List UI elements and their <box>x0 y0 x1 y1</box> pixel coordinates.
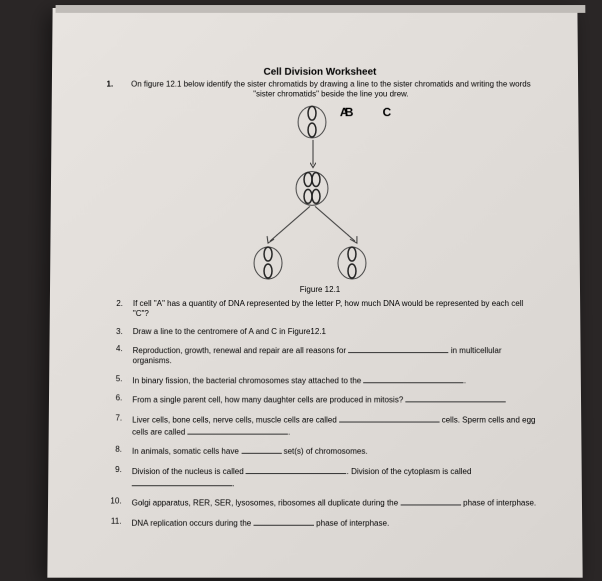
question-number: 8. <box>104 445 122 458</box>
q1-number: 1. <box>106 80 120 100</box>
question-number: 3. <box>105 327 123 337</box>
blank-line <box>400 497 460 506</box>
blank-line <box>405 393 505 402</box>
question-1: 1. On figure 12.1 below identify the sis… <box>106 80 533 100</box>
question-number: 10. <box>103 497 121 510</box>
cell-a-chromosome <box>297 105 327 139</box>
question-text: Division of the nucleus is called . Divi… <box>132 465 537 490</box>
question-text: In animals, somatic cells have set(s) of… <box>132 445 536 458</box>
question-number: 7. <box>104 413 122 438</box>
question-10: 10. Golgi apparatus, RER, SER, lysosomes,… <box>103 497 536 510</box>
question-2: 2. If cell "A" has a quantity of DNA repr… <box>105 299 535 320</box>
question-text: Draw a line to the centromere of A and C… <box>133 327 536 337</box>
blank-line <box>246 465 347 474</box>
cell-b-chromosome <box>295 170 329 206</box>
arrow-a-to-b <box>310 140 316 170</box>
question-7: 7. Liver cells, bone cells, nerve cells, … <box>104 413 536 438</box>
blank-line <box>348 344 448 353</box>
question-number: 5. <box>104 374 122 386</box>
worksheet-title: Cell Division Worksheet <box>107 67 534 78</box>
q1-text: On figure 12.1 below identify the sister… <box>128 80 533 100</box>
question-text: DNA replication occurs during the phase … <box>131 516 536 529</box>
blank-line <box>253 516 313 525</box>
question-3: 3. Draw a line to the centromere of A and… <box>105 327 536 337</box>
worksheet-page: Cell Division Worksheet 1. On figure 12.… <box>47 8 582 578</box>
question-text: In binary fission, the bacterial chromos… <box>132 374 535 386</box>
blank-line <box>132 477 233 486</box>
questions-list: 2. If cell "A" has a quantity of DNA repr… <box>103 299 537 529</box>
arrows-b-to-c <box>260 206 370 246</box>
question-number: 9. <box>104 465 122 490</box>
blank-line <box>241 445 281 454</box>
figure-12-1: A B <box>105 105 535 294</box>
cell-c-left <box>253 246 283 280</box>
figure-caption: Figure 12.1 <box>105 285 535 294</box>
blank-line <box>363 374 463 383</box>
question-number: 11. <box>103 516 121 529</box>
label-b: B <box>345 105 354 119</box>
question-11: 11. DNA replication occurs during the pha… <box>103 516 537 529</box>
question-4: 4. Reproduction, growth, renewal and repa… <box>104 344 535 367</box>
question-9: 9. Division of the nucleus is called . Di… <box>104 465 537 490</box>
question-text: Liver cells, bone cells, nerve cells, mu… <box>132 413 536 438</box>
question-number: 6. <box>104 393 122 405</box>
question-number: 2. <box>105 299 123 320</box>
question-6: 6. From a single parent cell, how many da… <box>104 393 536 405</box>
question-text: From a single parent cell, how many daug… <box>132 393 536 405</box>
blank-line <box>339 413 439 422</box>
question-number: 4. <box>104 344 122 367</box>
question-text: Golgi apparatus, RER, SER, lysosomes, ri… <box>132 497 537 510</box>
blank-line <box>188 425 289 434</box>
question-text: If cell "A" has a quantity of DNA repres… <box>133 299 535 320</box>
question-8: 8. In animals, somatic cells have set(s) … <box>104 445 537 458</box>
cell-c-right <box>337 246 367 280</box>
question-5: 5. In binary fission, the bacterial chrom… <box>104 374 535 386</box>
label-c: C <box>383 105 392 119</box>
question-text: Reproduction, growth, renewal and repair… <box>133 344 536 367</box>
